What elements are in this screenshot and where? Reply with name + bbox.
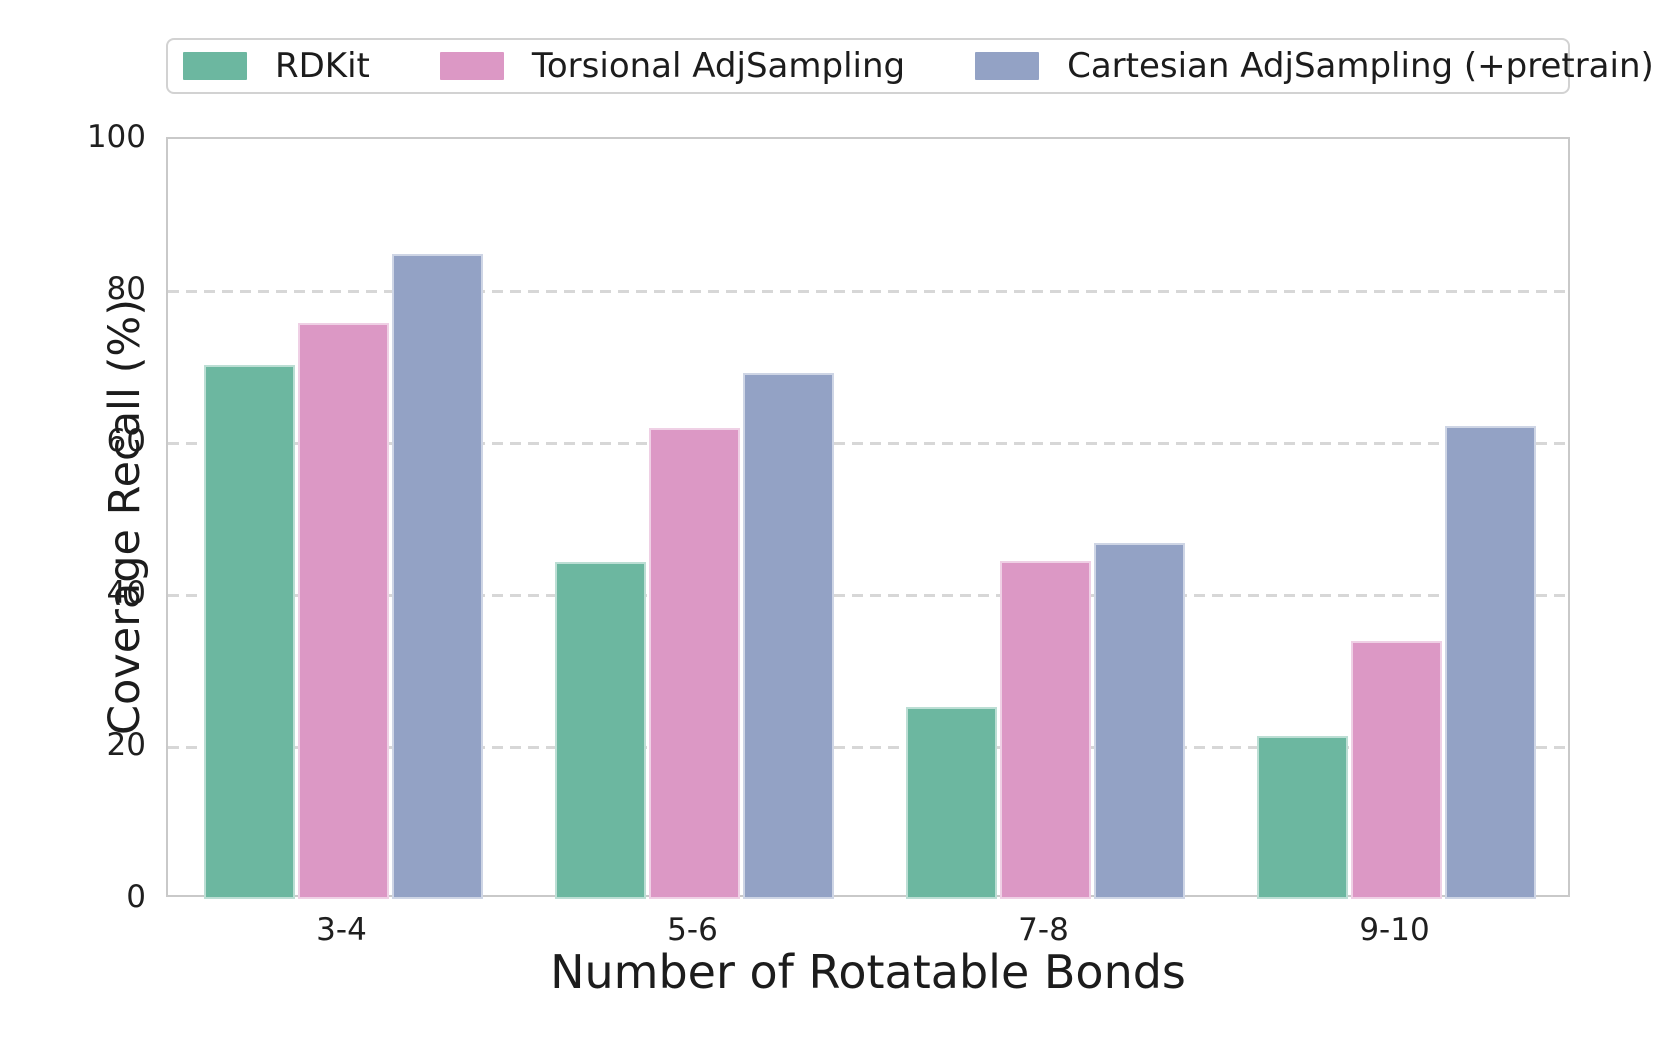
y-tick-label-100: 100 <box>86 119 146 155</box>
bar-rdkit-5-6 <box>555 561 647 899</box>
bar-cartesian-adjsampling-pretrain-9-10 <box>1444 425 1536 899</box>
y-tick-label-0: 0 <box>126 879 146 915</box>
x-tick-label-9-10: 9-10 <box>1359 912 1430 948</box>
bar-torsional-adjsampling-5-6 <box>649 427 740 899</box>
bar-cartesian-adjsampling-pretrain-5-6 <box>742 373 834 899</box>
legend-label-torsional-adjsampling: Torsional AdjSampling <box>531 46 906 86</box>
y-tick-label-60: 60 <box>106 423 146 459</box>
y-tick-label-40: 40 <box>106 575 146 611</box>
gridline-y-40 <box>168 593 1568 597</box>
y-tick-label-80: 80 <box>106 271 146 307</box>
x-tick-label-7-8: 7-8 <box>1018 912 1069 948</box>
plot-area <box>166 137 1570 899</box>
y-tick-label-20: 20 <box>106 727 146 763</box>
bar-rdkit-7-8 <box>906 706 998 899</box>
x-tick-label-5-6: 5-6 <box>667 912 718 948</box>
bar-torsional-adjsampling-7-8 <box>1000 560 1091 899</box>
legend: RDKit Torsional AdjSampling Cartesian Ad… <box>166 38 1654 94</box>
bar-cartesian-adjsampling-pretrain-7-8 <box>1093 542 1185 899</box>
legend-label-cartesian-adjsampling: Cartesian AdjSampling (+pretrain) <box>1067 46 1654 86</box>
legend-item-cartesian-adjsampling: Cartesian AdjSampling (+pretrain) <box>975 46 1654 86</box>
bar-torsional-adjsampling-3-4 <box>298 322 389 899</box>
gridline-y-80 <box>168 289 1568 293</box>
y-axis-title: Coverage Recall (%) <box>100 298 150 736</box>
bar-rdkit-9-10 <box>1257 735 1349 899</box>
bar-rdkit-3-4 <box>204 364 296 899</box>
legend-swatch-rdkit <box>183 52 247 80</box>
gridline-y-60 <box>168 441 1568 445</box>
legend-swatch-torsional-adjsampling <box>439 52 504 80</box>
gridline-y-20 <box>168 745 1568 749</box>
legend-item-rdkit: RDKit <box>183 46 370 86</box>
legend-item-torsional-adjsampling: Torsional AdjSampling <box>439 46 906 86</box>
x-axis-title: Number of Rotatable Bonds <box>550 945 1186 999</box>
bar-cartesian-adjsampling-pretrain-3-4 <box>391 253 483 899</box>
legend-swatch-cartesian-adjsampling <box>975 52 1040 80</box>
x-tick-label-3-4: 3-4 <box>316 912 367 948</box>
legend-label-rdkit: RDKit <box>275 46 370 86</box>
bar-torsional-adjsampling-9-10 <box>1351 640 1442 899</box>
